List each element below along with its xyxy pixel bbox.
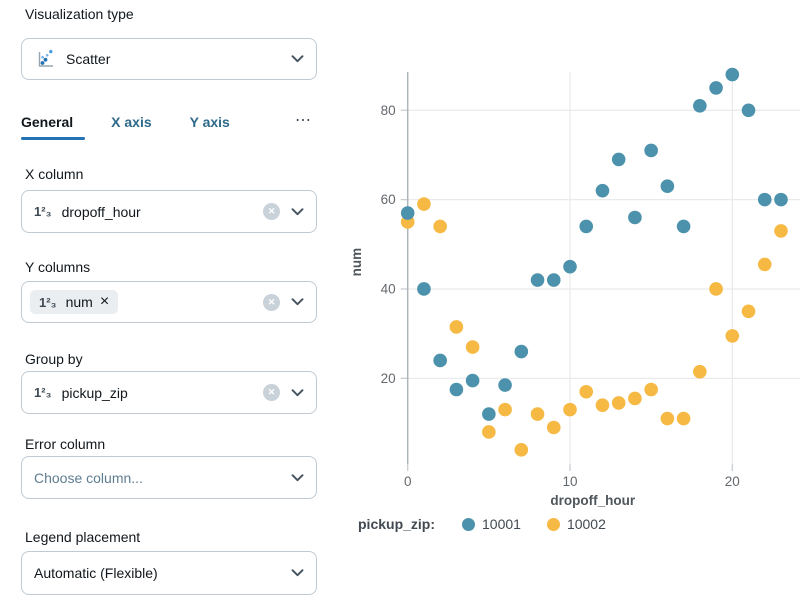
chevron-down-icon: [291, 55, 304, 63]
viz-type-value: Scatter: [66, 51, 111, 67]
tab-general[interactable]: General: [21, 114, 74, 130]
chevron-down-icon: [291, 207, 304, 216]
visualization-config-panel: Visualization type Scatter General X axi…: [0, 0, 330, 595]
legend-swatch-blue: [462, 517, 476, 531]
x-column-label: X column: [25, 166, 84, 182]
error-column-label: Error column: [25, 436, 106, 452]
legend-label: 10002: [566, 516, 606, 532]
more-tabs-button[interactable]: ⋯: [280, 104, 326, 136]
legend-entry-10002[interactable]: 10002: [546, 516, 606, 532]
legend-placement-label: Legend placement: [25, 529, 141, 545]
y-column-chip[interactable]: 1²₃ num ×: [30, 290, 119, 314]
legend-placement-value: Automatic (Flexible): [34, 565, 158, 581]
group-by-select[interactable]: 1²₃ pickup_zip ✕: [21, 371, 317, 414]
svg-text:60: 60: [381, 192, 396, 207]
scatter-plot-canvas[interactable]: 20 40 60 80 0 10 20 dropoff_hour num: [340, 40, 800, 518]
scatter-chart-icon: [34, 49, 56, 70]
clear-group-by-button[interactable]: ✕: [263, 384, 280, 401]
chevron-down-icon: [291, 473, 304, 482]
svg-text:0: 0: [404, 474, 412, 489]
tab-x-axis[interactable]: X axis: [111, 114, 152, 130]
y-columns-label: Y columns: [25, 259, 91, 275]
number-type-icon: 1²₃: [34, 385, 52, 400]
number-type-icon: 1²₃: [34, 204, 52, 219]
svg-text:20: 20: [725, 474, 740, 489]
svg-text:20: 20: [381, 371, 396, 386]
y-column-chip-label: num: [65, 294, 93, 310]
clear-x-column-button[interactable]: ✕: [263, 203, 280, 220]
error-column-placeholder: Choose column...: [34, 469, 143, 486]
legend-entry-10001[interactable]: 10001: [462, 516, 521, 532]
svg-text:dropoff_hour: dropoff_hour: [550, 493, 635, 508]
group-by-label: Group by: [25, 351, 83, 367]
clear-y-columns-button[interactable]: ✕: [263, 293, 280, 311]
chevron-down-icon: [291, 388, 304, 397]
viz-type-label: Visualization type: [25, 6, 134, 22]
tab-y-axis[interactable]: Y axis: [189, 114, 230, 130]
svg-text:num: num: [349, 248, 364, 277]
y-columns-select[interactable]: 1²₃ num × ✕: [21, 281, 317, 323]
legend-swatch-yellow: [546, 517, 560, 531]
active-tab-underline: [21, 137, 85, 140]
scatter-chart: 20 40 60 80 0 10 20 dropoff_hour num pickup_zip:…: [330, 0, 800, 586]
legend-label: 10001: [482, 516, 521, 532]
chevron-down-icon: [291, 298, 304, 306]
x-column-select[interactable]: 1²₃ dropoff_hour ✕: [21, 190, 317, 233]
x-column-value: dropoff_hour: [61, 203, 141, 220]
group-by-value: pickup_zip: [61, 384, 128, 401]
remove-y-column-button[interactable]: ×: [99, 293, 110, 310]
number-type-icon: 1²₃: [39, 294, 57, 310]
svg-text:80: 80: [381, 103, 396, 118]
tabs-fade: [252, 104, 280, 136]
svg-text:40: 40: [381, 281, 396, 296]
svg-text:10: 10: [562, 474, 577, 489]
legend-placement-select[interactable]: Automatic (Flexible): [21, 551, 317, 595]
legend-title: pickup_zip:: [358, 516, 436, 532]
editor-tabs: General X axis Y axis: [21, 104, 317, 140]
chevron-down-icon: [291, 569, 304, 577]
chart-legend: pickup_zip: 10001 10002: [358, 516, 632, 532]
viz-type-select[interactable]: Scatter: [21, 38, 317, 80]
error-column-select[interactable]: Choose column...: [21, 456, 317, 499]
